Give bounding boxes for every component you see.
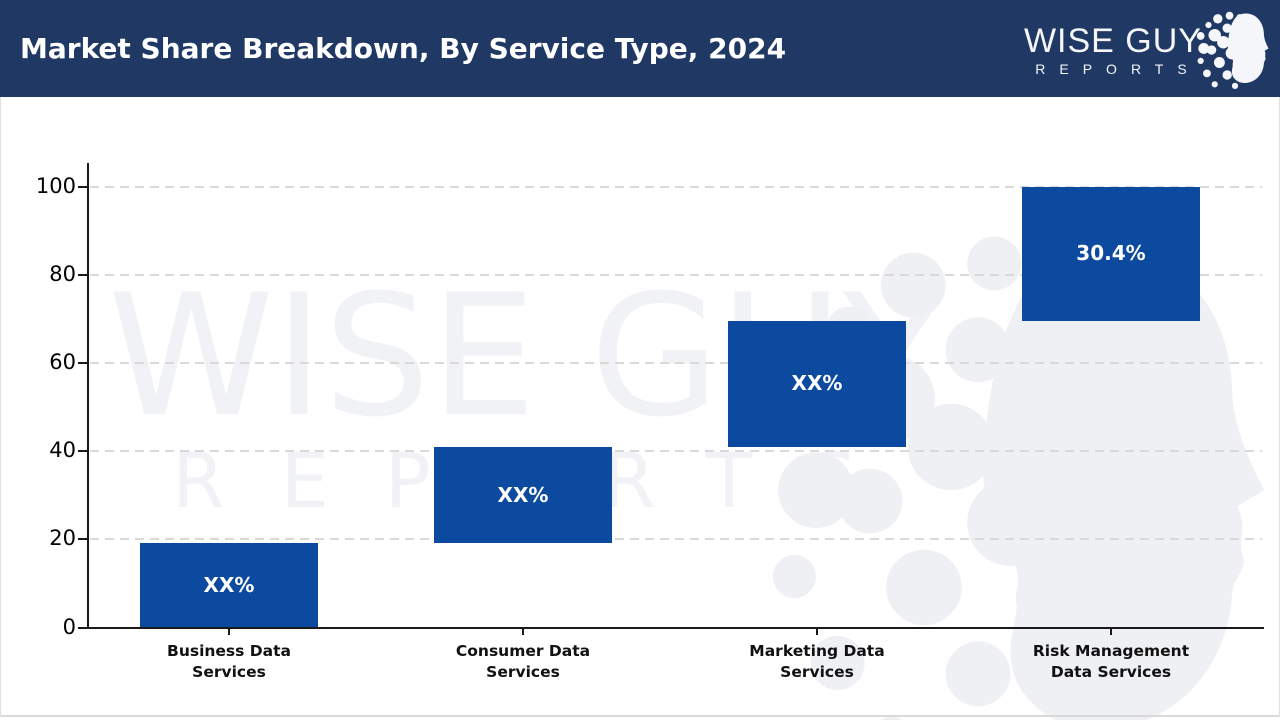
y-tick-label: 0 bbox=[62, 614, 76, 639]
logo-face-icon bbox=[1196, 11, 1269, 90]
grid-line bbox=[90, 186, 1262, 188]
y-axis-tick bbox=[78, 450, 88, 453]
x-axis-tick bbox=[816, 629, 818, 635]
y-tick-label: 40 bbox=[49, 438, 76, 463]
logo-subtitle: REPORTS bbox=[1035, 61, 1201, 77]
logo-wordmark: WISE GUY bbox=[1023, 22, 1202, 60]
x-category-label-line: Data Services bbox=[1050, 663, 1172, 681]
x-category-label: Marketing Data Services bbox=[687, 641, 947, 683]
y-tick-label: 100 bbox=[35, 174, 76, 198]
x-category-label-line: Marketing Data bbox=[749, 642, 885, 660]
x-category-label: Business Data Services bbox=[99, 641, 359, 683]
y-tick-label: 60 bbox=[49, 350, 76, 375]
x-category-label-line: Business Data bbox=[167, 642, 291, 660]
x-category-label-line: Services bbox=[486, 663, 560, 681]
y-tick-label: 80 bbox=[49, 262, 76, 287]
waterfall-bar bbox=[140, 542, 318, 628]
logo-text: WISE GUY REPORTS bbox=[1024, 23, 1202, 77]
bar-value-label: 30.4% bbox=[1076, 241, 1146, 265]
chart-header: Market Share Breakdown, By Service Type,… bbox=[0, 0, 1280, 97]
waterfall-bar bbox=[434, 446, 612, 543]
x-category-label-line: Risk Management bbox=[1032, 642, 1190, 660]
bottom-border bbox=[0, 715, 1280, 717]
y-axis-line bbox=[87, 163, 89, 629]
x-axis-tick bbox=[522, 629, 524, 635]
x-category-label: Consumer Data Services bbox=[393, 641, 653, 683]
x-axis-tick bbox=[228, 629, 230, 635]
chart-title: Market Share Breakdown, By Service Type,… bbox=[20, 32, 787, 65]
grid-line bbox=[90, 362, 1262, 365]
y-tick-label: 20 bbox=[49, 526, 76, 551]
grid-line bbox=[90, 538, 1262, 541]
grid-line bbox=[90, 274, 1262, 277]
bar-value-label: XX% bbox=[203, 572, 255, 597]
waterfall-bar bbox=[728, 320, 906, 447]
x-category-label-line: Consumer Data bbox=[455, 642, 591, 660]
y-axis-tick bbox=[78, 274, 88, 277]
x-axis-line bbox=[87, 627, 1264, 629]
y-axis-tick bbox=[78, 362, 88, 365]
x-category-label-line: Services bbox=[192, 663, 266, 681]
y-axis-tick bbox=[78, 626, 88, 629]
bar-value-label: XX% bbox=[497, 482, 549, 507]
x-category-label: Risk Management Data Services bbox=[981, 641, 1241, 683]
x-category-label-line: Services bbox=[780, 663, 854, 681]
waterfall-bar bbox=[1022, 187, 1200, 321]
grid-line bbox=[90, 450, 1262, 453]
left-border bbox=[0, 97, 1, 717]
x-axis-tick bbox=[1110, 629, 1112, 635]
y-axis-tick bbox=[78, 186, 88, 188]
bar-value-label: XX% bbox=[791, 370, 843, 395]
wiseguy-logo: WISE GUY REPORTS bbox=[1024, 6, 1274, 94]
y-axis-tick bbox=[78, 538, 88, 541]
